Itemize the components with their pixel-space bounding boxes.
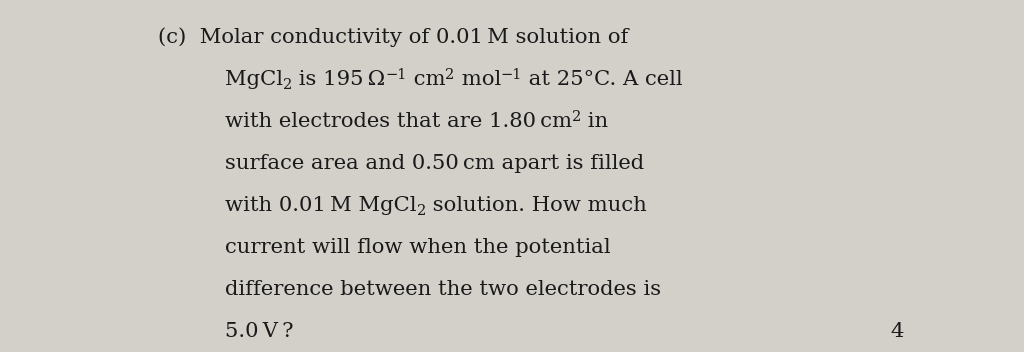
Text: 5.0 V ?: 5.0 V ? — [225, 322, 294, 341]
Text: with 0.01 M MgCl: with 0.01 M MgCl — [225, 196, 417, 215]
Text: −1: −1 — [501, 68, 522, 82]
Text: mol: mol — [455, 70, 501, 89]
Text: is 195 Ω: is 195 Ω — [292, 70, 385, 89]
Text: 4: 4 — [890, 322, 903, 341]
Text: 2: 2 — [283, 78, 292, 92]
Text: in: in — [582, 112, 608, 131]
Text: cm: cm — [407, 70, 445, 89]
Text: difference between the two electrodes is: difference between the two electrodes is — [225, 280, 662, 299]
Text: 2: 2 — [572, 110, 582, 124]
Text: with electrodes that are 1.80 cm: with electrodes that are 1.80 cm — [225, 112, 572, 131]
Text: 2: 2 — [417, 204, 426, 218]
Text: MgCl: MgCl — [225, 70, 283, 89]
Text: at 25°C. A cell: at 25°C. A cell — [522, 70, 683, 89]
Text: (c)  Molar conductivity of 0.01 M solution of: (c) Molar conductivity of 0.01 M solutio… — [158, 27, 629, 47]
Text: −1: −1 — [385, 68, 407, 82]
Text: 2: 2 — [445, 68, 455, 82]
Text: current will flow when the potential: current will flow when the potential — [225, 238, 610, 257]
Text: surface area and 0.50 cm apart is filled: surface area and 0.50 cm apart is filled — [225, 154, 644, 173]
Text: solution. How much: solution. How much — [426, 196, 646, 215]
